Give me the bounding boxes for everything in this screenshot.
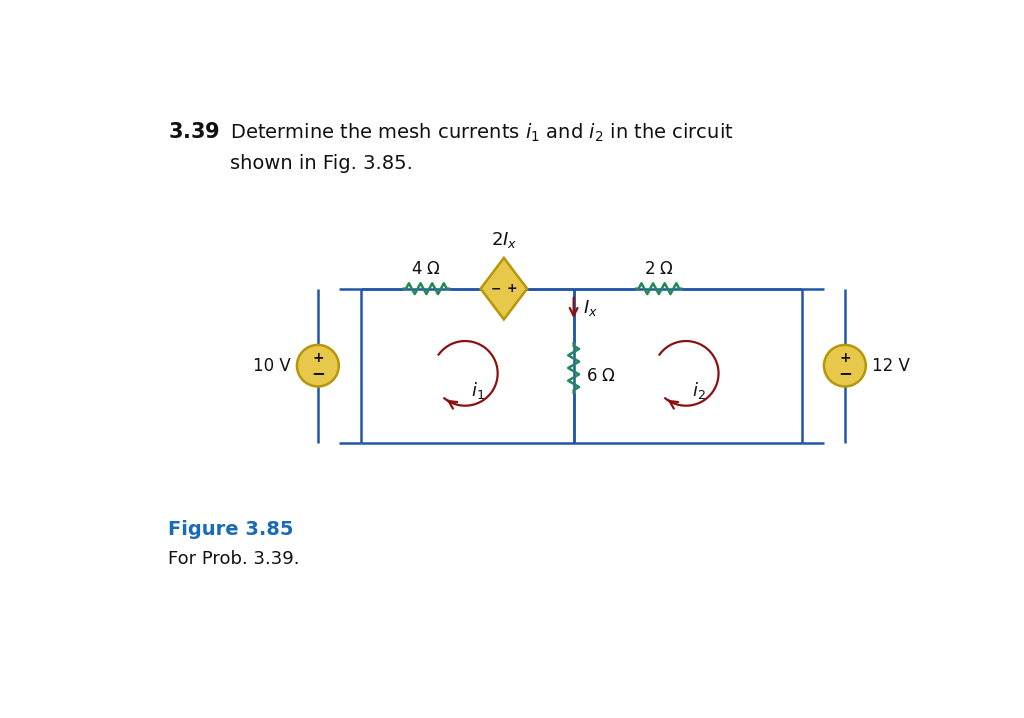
Text: $i_1$: $i_1$ xyxy=(471,380,485,401)
Text: +: + xyxy=(506,282,517,295)
Circle shape xyxy=(824,345,866,386)
Circle shape xyxy=(297,345,339,386)
Text: $2I_x$: $2I_x$ xyxy=(490,230,517,250)
Text: Determine the mesh currents $i_1$ and $i_2$ in the circuit: Determine the mesh currents $i_1$ and $i… xyxy=(230,121,734,144)
Text: For Prob. 3.39.: For Prob. 3.39. xyxy=(168,551,300,569)
Polygon shape xyxy=(480,258,527,320)
Text: $i_2$: $i_2$ xyxy=(692,380,706,401)
Text: −: − xyxy=(490,282,502,295)
Text: $\mathbf{3.39}$: $\mathbf{3.39}$ xyxy=(168,121,220,141)
Text: +: + xyxy=(839,351,851,365)
Text: Figure 3.85: Figure 3.85 xyxy=(168,520,294,538)
Text: 4 $\Omega$: 4 $\Omega$ xyxy=(412,260,441,278)
Text: shown in Fig. 3.85.: shown in Fig. 3.85. xyxy=(230,154,413,173)
Text: 10 V: 10 V xyxy=(253,357,291,375)
Text: +: + xyxy=(312,351,324,365)
Text: 6 $\Omega$: 6 $\Omega$ xyxy=(586,367,616,385)
Text: −: − xyxy=(838,364,852,383)
Text: 12 V: 12 V xyxy=(872,357,910,375)
Text: −: − xyxy=(311,364,325,383)
Text: $I_x$: $I_x$ xyxy=(583,298,598,318)
Text: 2 $\Omega$: 2 $\Omega$ xyxy=(644,260,674,278)
